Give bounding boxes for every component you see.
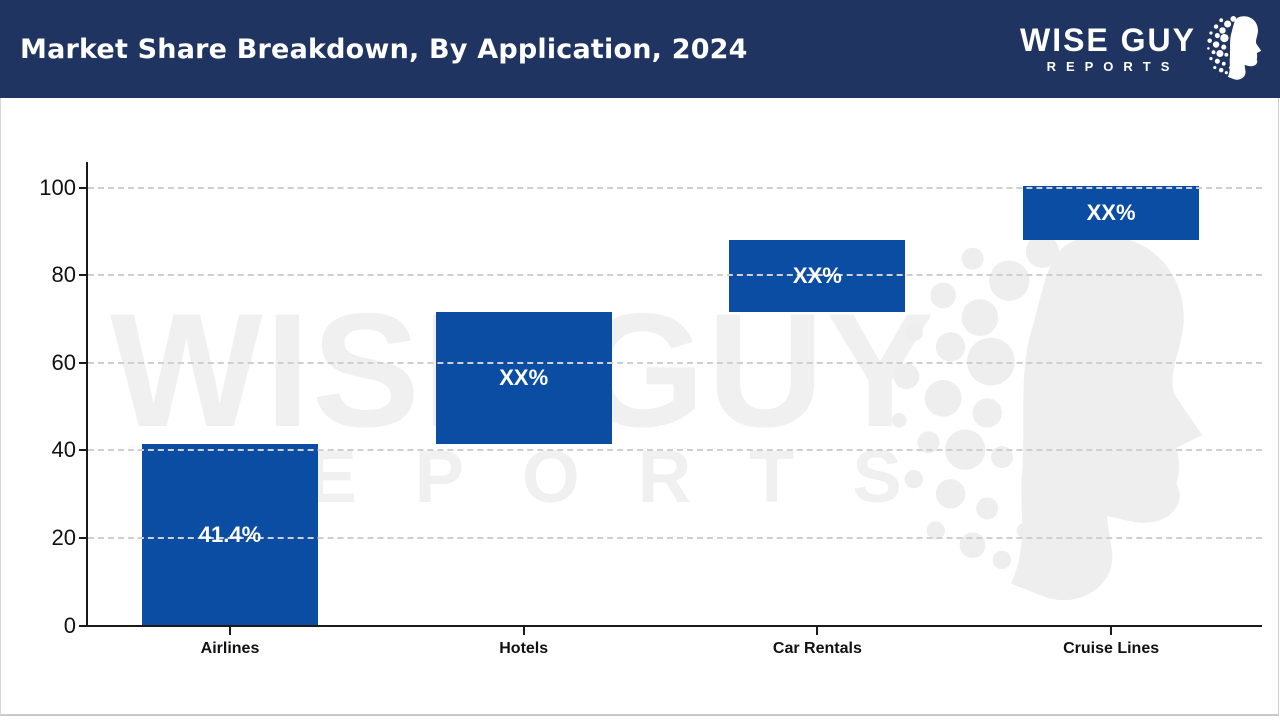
y-axis-tick [79, 624, 88, 627]
brand-logo-text: WISE GUY REPORTS [1019, 21, 1196, 75]
y-axis-tick [79, 274, 88, 277]
x-category-label: Airlines [200, 639, 260, 657]
waterfall-bar [142, 444, 318, 626]
x-category-label: Cruise Lines [1063, 639, 1160, 657]
bar-value-label: 41.4% [198, 521, 262, 547]
waterfall-bar [1023, 186, 1200, 240]
y-axis-tick-label: 0 [63, 612, 76, 638]
page-title: Market Share Breakdown, By Application, … [20, 33, 748, 65]
y-axis-tick-label: 40 [51, 437, 76, 463]
x-axis-tick [1110, 627, 1113, 635]
x-axis-line [86, 624, 1262, 627]
gridline [88, 536, 1262, 539]
brand-logo: WISE GUY REPORTS [1020, 12, 1266, 86]
y-axis-line [86, 162, 88, 627]
x-axis-tick [816, 627, 819, 635]
bar-value-label: XX% [792, 263, 842, 289]
x-category-label: Hotels [499, 639, 549, 657]
y-axis-tick [79, 186, 88, 189]
header: Market Share Breakdown, By Application, … [0, 0, 1280, 98]
brand-wordmark: WISE GUY [1019, 21, 1196, 58]
bar-value-label: XX% [1086, 199, 1136, 225]
dotted-face-icon [1202, 12, 1266, 86]
y-axis-tick-label: 60 [51, 349, 76, 375]
brand-subtext: REPORTS [1046, 59, 1180, 75]
gridline [88, 449, 1262, 452]
x-axis-tick [229, 627, 231, 635]
bar-value-label: XX% [499, 365, 549, 391]
y-axis-tick-label: 80 [51, 262, 76, 288]
x-axis-tick [522, 627, 525, 635]
gridline [88, 361, 1262, 364]
y-axis-tick-label: 20 [51, 524, 76, 550]
y-axis-tick [79, 361, 88, 364]
y-axis-tick [79, 449, 88, 452]
gridline [88, 186, 1262, 189]
y-axis-tick [79, 536, 88, 539]
gridline [88, 274, 1262, 277]
x-category-label: Car Rentals [772, 639, 862, 657]
waterfall-bar [435, 312, 612, 445]
y-axis-tick-label: 100 [39, 174, 76, 200]
